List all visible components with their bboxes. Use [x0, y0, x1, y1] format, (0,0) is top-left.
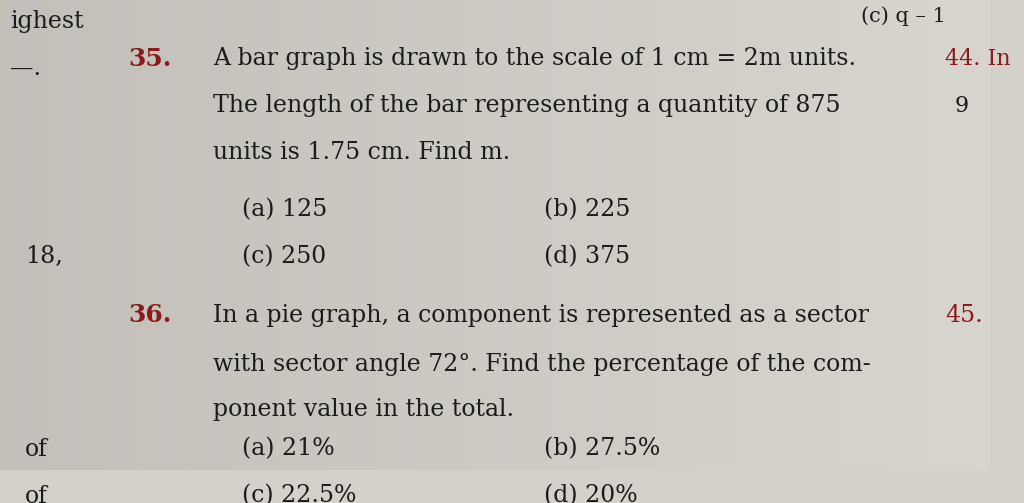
Text: 45.: 45.: [945, 303, 983, 326]
Text: 9: 9: [954, 95, 969, 117]
Text: In a pie graph, a component is represented as a sector: In a pie graph, a component is represent…: [213, 303, 868, 326]
Text: (d) 20%: (d) 20%: [544, 484, 638, 503]
Text: The length of the bar representing a quantity of 875: The length of the bar representing a qua…: [213, 94, 841, 117]
Text: units is 1.75 cm. Find m.: units is 1.75 cm. Find m.: [213, 141, 510, 164]
Text: (a) 125: (a) 125: [243, 198, 328, 221]
Text: (b) 225: (b) 225: [544, 198, 631, 221]
Text: —.: —.: [10, 57, 41, 79]
Text: 18,: 18,: [25, 245, 62, 268]
Text: ponent value in the total.: ponent value in the total.: [213, 397, 514, 421]
Text: (b) 27.5%: (b) 27.5%: [544, 438, 660, 461]
Text: (d) 375: (d) 375: [544, 245, 630, 268]
Text: (c) 250: (c) 250: [243, 245, 327, 268]
Text: A bar graph is drawn to the scale of 1 cm = 2m units.: A bar graph is drawn to the scale of 1 c…: [213, 47, 856, 70]
Text: ighest: ighest: [10, 10, 84, 33]
Text: (c) q – 1: (c) q – 1: [861, 7, 945, 26]
Text: 44. In: 44. In: [945, 48, 1011, 70]
Text: of: of: [25, 484, 47, 503]
Text: 36.: 36.: [129, 303, 172, 327]
Text: 35.: 35.: [129, 47, 172, 71]
Text: (a) 21%: (a) 21%: [243, 438, 335, 461]
Text: with sector angle 72°. Find the percentage of the com-: with sector angle 72°. Find the percenta…: [213, 353, 870, 376]
Text: (c) 22.5%: (c) 22.5%: [243, 484, 356, 503]
Text: of: of: [25, 438, 47, 461]
